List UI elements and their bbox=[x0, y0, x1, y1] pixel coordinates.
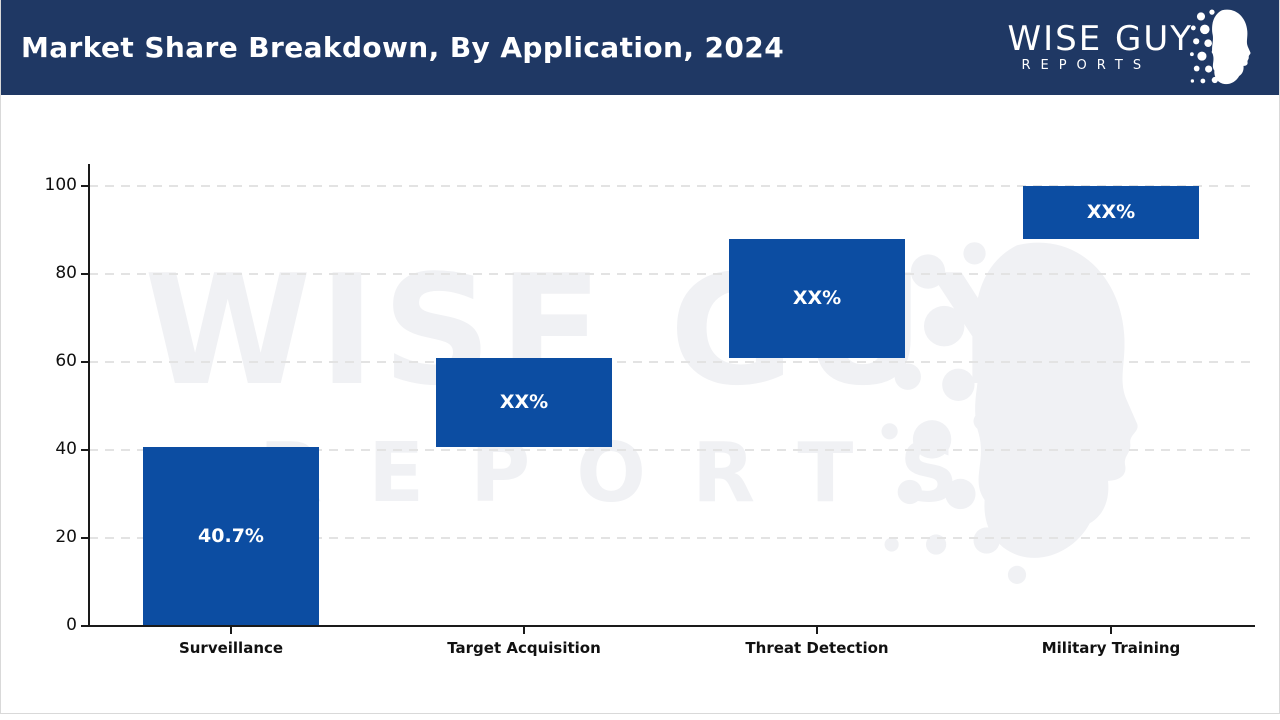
gridline bbox=[89, 449, 1254, 451]
y-tick-mark bbox=[81, 625, 89, 627]
x-tick-label: Threat Detection bbox=[745, 639, 889, 657]
y-tick-mark bbox=[81, 537, 89, 539]
bar-value-label: XX% bbox=[792, 287, 842, 310]
page-title: Market Share Breakdown, By Application, … bbox=[21, 31, 785, 64]
gridline bbox=[89, 273, 1254, 275]
x-tick-label: Surveillance bbox=[178, 639, 284, 657]
bar-value-label: 40.7% bbox=[198, 525, 264, 548]
header: Market Share Breakdown, By Application, … bbox=[1, 0, 1279, 95]
x-tick-mark bbox=[816, 627, 818, 634]
y-tick-mark bbox=[81, 361, 89, 363]
y-tick-label: 80 bbox=[55, 263, 77, 283]
bar-target-acquisition: XX% bbox=[436, 357, 612, 447]
bar-military-training: XX% bbox=[1023, 186, 1199, 239]
brand-logo: WISE GUY REPORTS bbox=[1007, 5, 1265, 91]
logo-face-icon bbox=[1189, 9, 1251, 84]
bar-value-label: XX% bbox=[1086, 201, 1136, 224]
logo-text: WISE GUY REPORTS bbox=[1007, 18, 1193, 74]
y-tick-label: 40 bbox=[55, 439, 77, 459]
y-tick-label: 100 bbox=[44, 175, 77, 195]
x-axis-line bbox=[85, 625, 1255, 627]
gridline bbox=[89, 537, 1254, 539]
x-tick-label: Military Training bbox=[1041, 639, 1181, 657]
y-tick-label: 20 bbox=[55, 527, 77, 547]
y-tick-mark bbox=[81, 449, 89, 451]
y-tick-label: 0 bbox=[66, 615, 77, 635]
x-tick-label: Target Acquisition bbox=[447, 639, 601, 657]
gridline bbox=[89, 185, 1254, 187]
x-tick-mark bbox=[523, 627, 525, 634]
logo-wordmark: WISE GUY bbox=[1007, 18, 1193, 59]
y-axis-line bbox=[88, 164, 90, 627]
gridline bbox=[89, 361, 1254, 363]
x-tick-mark bbox=[230, 627, 232, 634]
x-tick-mark bbox=[1110, 627, 1112, 634]
logo-subtext: REPORTS bbox=[1021, 58, 1152, 74]
y-tick-mark bbox=[81, 185, 89, 187]
watermark-face-icon bbox=[881, 242, 1138, 584]
chart-area: WISE GUY REPORTS 0 20 40 60 80 100 40.7% XX% XX%… bbox=[1, 95, 1279, 713]
y-tick-mark bbox=[81, 273, 89, 275]
bar-threat-detection: XX% bbox=[729, 238, 905, 358]
bar-surveillance: 40.7% bbox=[143, 446, 319, 626]
bar-value-label: XX% bbox=[499, 391, 549, 414]
y-tick-label: 60 bbox=[55, 351, 77, 371]
